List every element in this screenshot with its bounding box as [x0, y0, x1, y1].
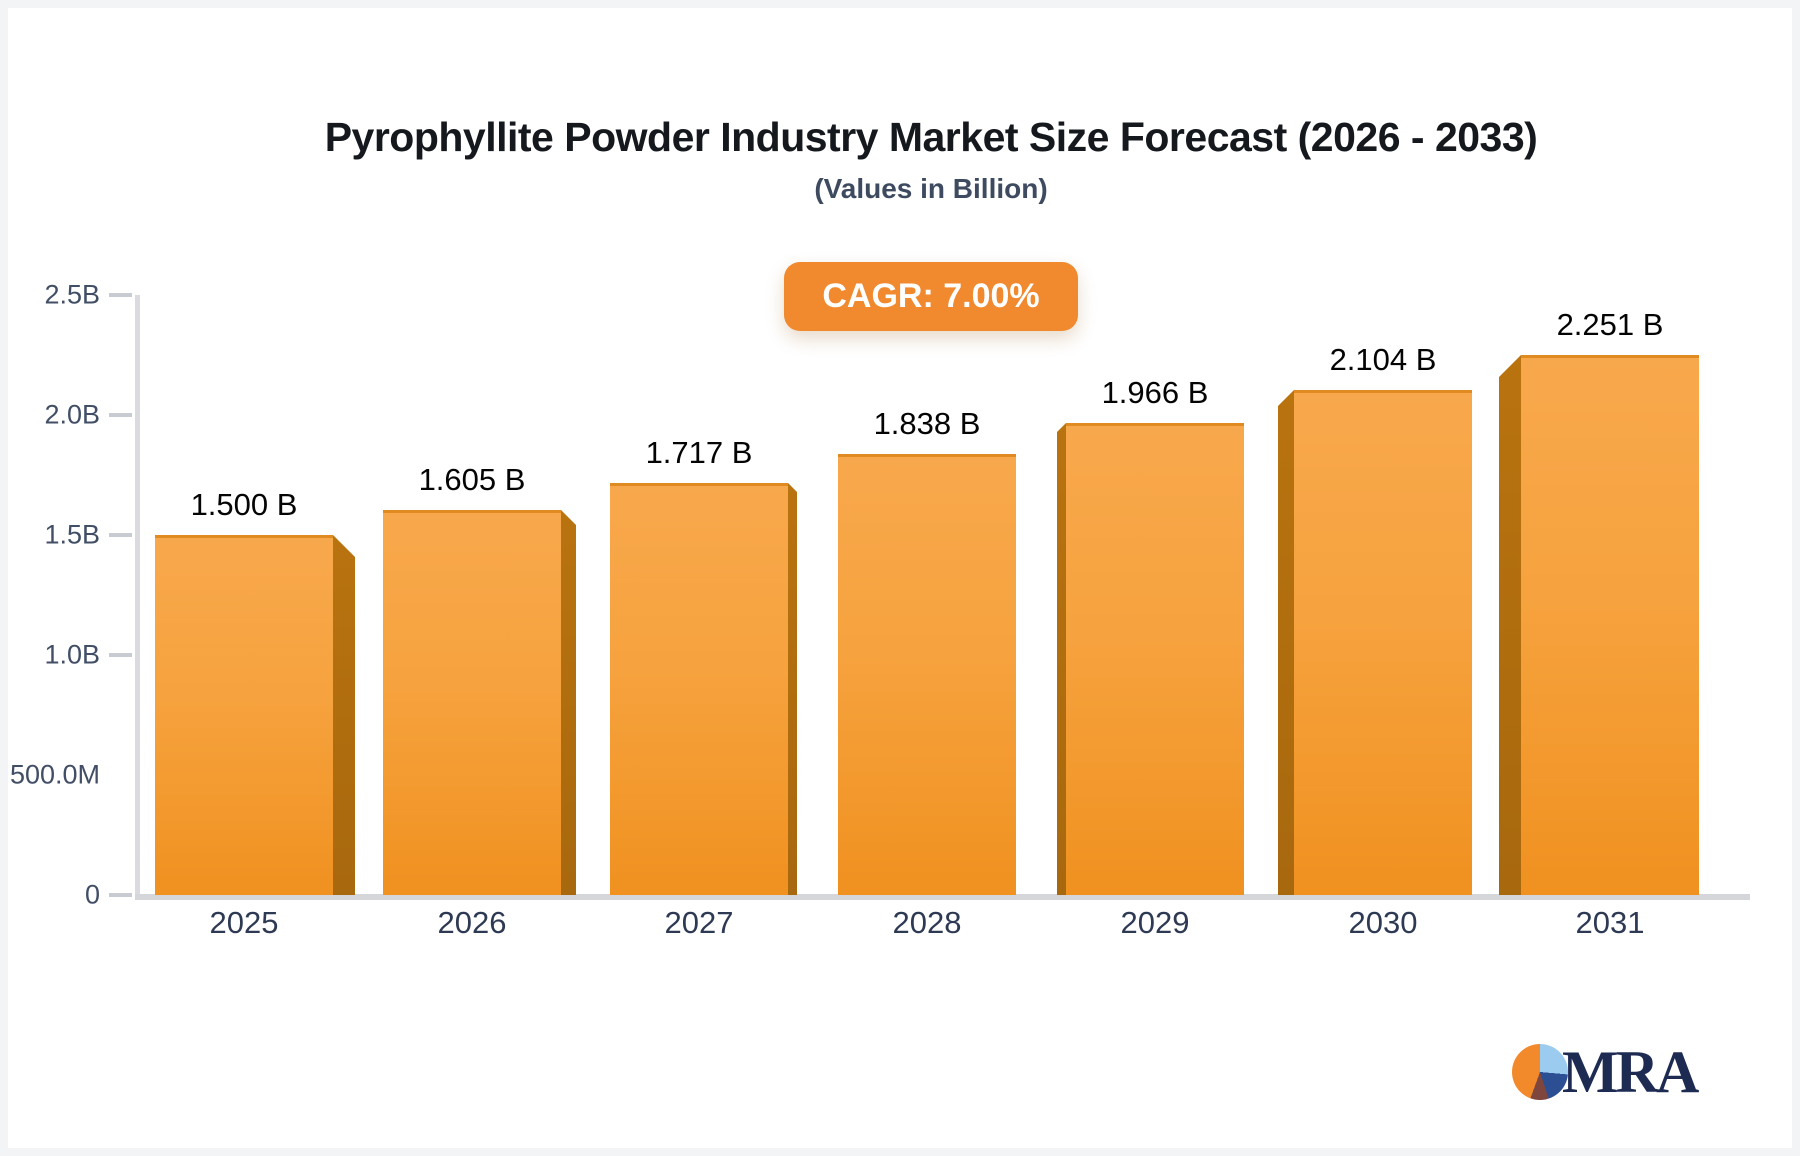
y-axis-tick-mark: [109, 533, 132, 537]
y-axis-tick-mark: [109, 893, 132, 897]
bar: [1057, 423, 1244, 895]
x-axis-label: 2025: [209, 905, 279, 940]
bar-face: [610, 483, 788, 895]
chart-title: Pyrophyllite Powder Industry Market Size…: [324, 114, 1538, 160]
bar-value-label: 1.966 B: [1101, 375, 1209, 410]
bar-value-label: 2.104 B: [1329, 342, 1437, 377]
bar-side-face: [1278, 390, 1294, 895]
mra-logo-text: MRA: [1562, 1039, 1699, 1105]
bar-value-label: 1.717 B: [645, 435, 753, 470]
bar-face: [1066, 423, 1244, 895]
bar-face: [1294, 390, 1472, 895]
y-axis-tick-label: 2.0B: [44, 399, 100, 430]
y-axis-tick-mark: [109, 293, 132, 297]
bar-value-label: 1.605 B: [418, 462, 526, 497]
bar-side-face: [1057, 423, 1066, 895]
bar-chart-plot: 0 500.0M 1.0B 1.5B 2.0B 2.5B 1.500 B 2025 1.605 …: [8, 8, 1792, 1148]
x-axis-line: [135, 894, 1750, 900]
bar: [383, 510, 576, 895]
pie-chart-icon: [1512, 1044, 1568, 1100]
y-axis-tick-mark: [109, 413, 132, 417]
bar-face: [155, 535, 333, 895]
bar-face: [383, 510, 561, 895]
bar: [1278, 390, 1472, 895]
bar: [610, 483, 797, 895]
y-axis-tick-label: 2.5B: [44, 279, 100, 310]
bar-side-face: [333, 535, 355, 895]
x-axis-label: 2029: [1120, 905, 1190, 940]
bar-side-face: [788, 483, 797, 895]
x-axis-label: 2028: [892, 905, 962, 940]
bar-side-face: [1499, 355, 1521, 895]
cagr-badge: CAGR: 7.00%: [784, 262, 1078, 331]
bar: [1499, 355, 1699, 895]
bar-value-label: 2.251 B: [1556, 307, 1664, 342]
x-axis-label: 2031: [1575, 905, 1645, 940]
x-axis-label: 2026: [437, 905, 507, 940]
bar-value-label: 1.500 B: [190, 487, 298, 522]
bar-face: [1521, 355, 1699, 895]
y-axis-tick-label: 0: [84, 879, 100, 910]
y-axis-tick-label: 1.5B: [44, 519, 100, 550]
bar-face: [838, 454, 1016, 895]
chart-header: Pyrophyllite Powder Industry Market Size…: [54, 112, 1792, 331]
bar: [155, 535, 355, 895]
x-axis-label: 2027: [664, 905, 734, 940]
bar: [838, 454, 1016, 895]
y-axis-tick-mark: [109, 653, 132, 657]
y-axis-line: [135, 295, 140, 895]
chart-subtitle: (Values in Billion): [814, 173, 1048, 204]
bar-side-face: [561, 510, 576, 895]
y-axis-tick-label: 500.0M: [9, 759, 100, 790]
bar-value-label: 1.838 B: [873, 406, 981, 441]
x-axis-label: 2030: [1348, 905, 1418, 940]
mra-logo: MRA: [1512, 1039, 1699, 1105]
y-axis-tick-label: 1.0B: [44, 639, 100, 670]
